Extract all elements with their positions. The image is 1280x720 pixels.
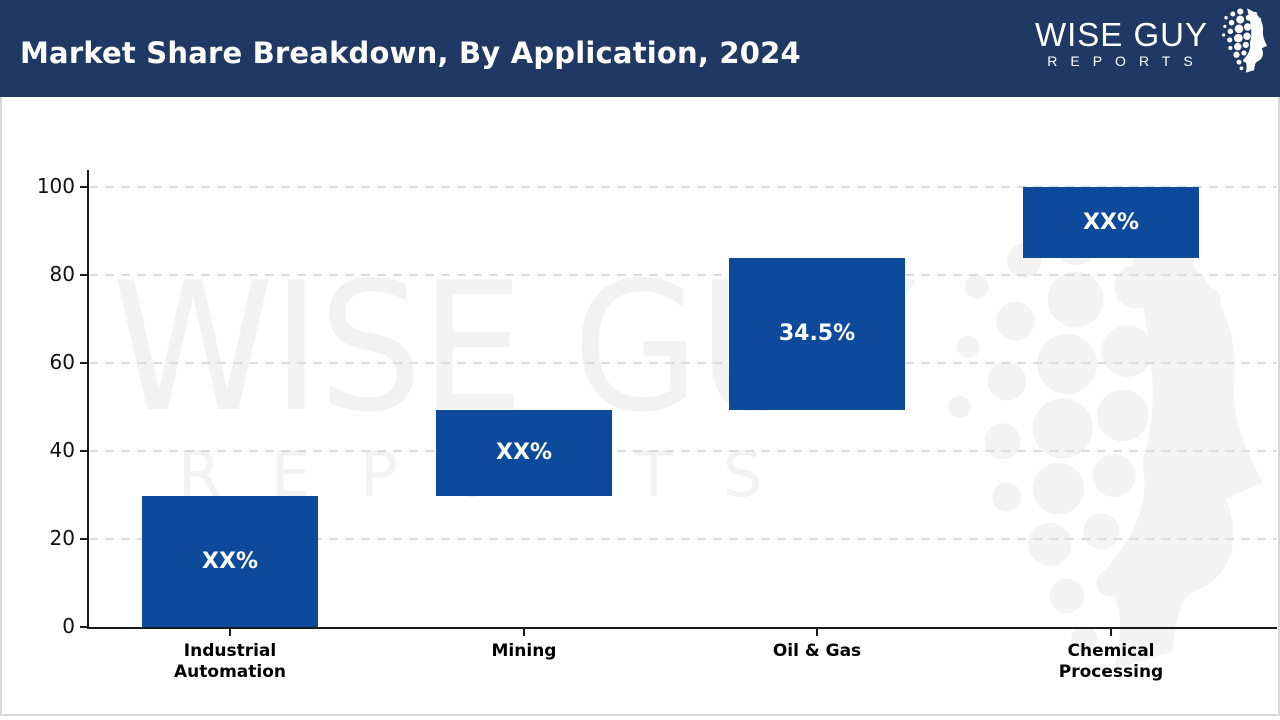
- x-axis-line: [87, 627, 1277, 629]
- category-label-industrial-automation: Industrial Automation: [120, 641, 340, 683]
- y-tick-label: 80: [49, 262, 75, 286]
- y-gridline: [89, 362, 1277, 364]
- y-tick-label: 60: [49, 350, 75, 374]
- y-tick-label: 0: [62, 614, 75, 638]
- y-axis-line: [87, 170, 89, 629]
- category-label-chemical-processing: Chemical Processing: [1001, 641, 1221, 683]
- y-gridline: [89, 450, 1277, 452]
- brand-face-icon: [1221, 8, 1268, 73]
- y-tick-label: 100: [36, 174, 75, 198]
- page-title: Market Share Breakdown, By Application, …: [20, 36, 801, 70]
- category-label-line: Mining: [491, 641, 557, 661]
- x-tick-mark: [523, 629, 525, 636]
- category-label-line: Automation: [174, 662, 286, 682]
- bar-label-industrial-automation: XX%: [202, 548, 258, 574]
- y-tick-mark: [80, 626, 87, 628]
- bar-label-oil-gas: 34.5%: [778, 321, 856, 347]
- brand-logo-text: WISE GUY REPORTS: [1034, 16, 1208, 70]
- category-label-oil-gas: Oil & Gas: [707, 641, 927, 662]
- bar-mining: [436, 410, 612, 496]
- brand-logo: WISE GUY REPORTS: [1020, 0, 1270, 97]
- y-tick-label: 40: [49, 438, 75, 462]
- x-tick-mark: [229, 629, 231, 636]
- category-label-mining: Mining: [414, 641, 634, 662]
- x-tick-mark: [816, 629, 818, 636]
- bar-oil-gas: [729, 258, 905, 411]
- plot-area: 0 20 40 60 80 100 XX% Industrial Automation XX% Mi…: [0, 97, 1280, 720]
- brand-name: WISE GUY: [1034, 16, 1208, 53]
- category-label-line: Industrial: [183, 641, 277, 661]
- category-label-line: Processing: [1058, 662, 1164, 682]
- y-tick-mark: [80, 274, 87, 276]
- category-label-line: Chemical: [1067, 641, 1155, 661]
- y-tick-mark: [80, 538, 87, 540]
- header: Market Share Breakdown, By Application, …: [0, 0, 1280, 97]
- category-label-line: Oil & Gas: [772, 641, 862, 661]
- bar-label-chemical-processing: XX%: [1083, 210, 1139, 235]
- y-tick-mark: [80, 362, 87, 364]
- bar-industrial-automation: [142, 495, 318, 627]
- bar-label-mining: XX%: [496, 440, 552, 466]
- x-tick-mark: [1110, 629, 1112, 636]
- y-gridline: [89, 186, 1277, 188]
- y-tick-mark: [80, 186, 87, 188]
- y-gridline: [89, 538, 1277, 540]
- y-gridline: [89, 274, 1277, 276]
- y-tick-mark: [80, 450, 87, 452]
- brand-subtitle: REPORTS: [1047, 53, 1206, 69]
- y-tick-label: 20: [49, 526, 75, 550]
